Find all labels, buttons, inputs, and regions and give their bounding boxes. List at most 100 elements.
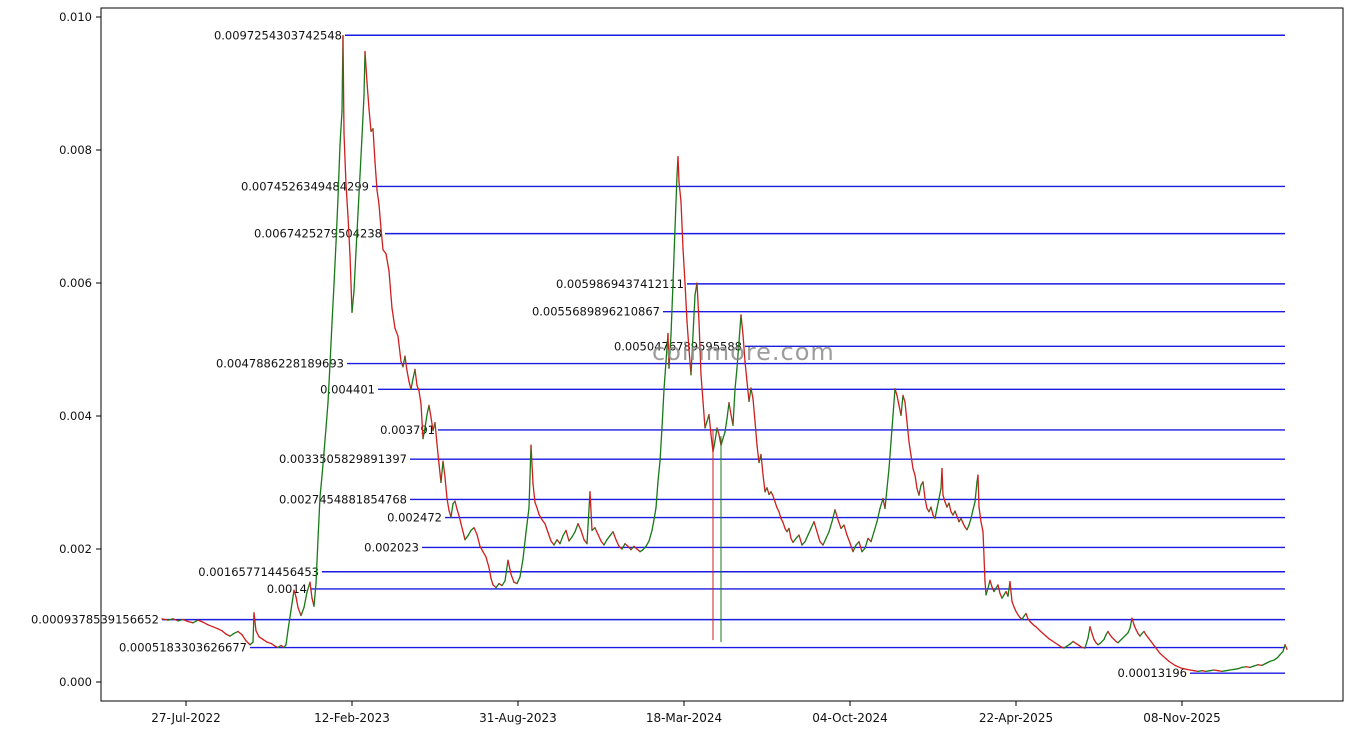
price-segment (488, 566, 492, 579)
price-segment (645, 540, 650, 547)
price-segment (270, 642, 276, 647)
level-label: 0.001657714456453 (198, 565, 319, 579)
price-segment (615, 539, 620, 547)
price-segment (879, 497, 884, 510)
price-segment (801, 541, 806, 546)
price-segment (670, 282, 674, 336)
price-segment (325, 402, 329, 429)
price-segment (464, 535, 469, 541)
price-segment (550, 540, 555, 546)
price-segment (894, 388, 898, 397)
price-segment (924, 497, 928, 510)
price-segment (353, 250, 357, 292)
price-segment (266, 641, 272, 645)
price-segment (989, 579, 993, 588)
price-segment (636, 548, 641, 553)
price-segment (306, 581, 311, 593)
price-segment (876, 507, 881, 523)
price-segment (456, 508, 460, 517)
price-segment (902, 394, 906, 403)
price-segment (450, 503, 454, 518)
price-segment (1087, 626, 1091, 639)
price-segment (172, 618, 179, 622)
price-segment (1225, 669, 1231, 672)
price-segment (293, 589, 297, 598)
price-segment (663, 360, 667, 391)
price-segment (1279, 650, 1284, 656)
price-segment (849, 542, 854, 553)
price-segment (912, 467, 916, 476)
price-segment (504, 559, 509, 582)
price-segment (978, 506, 982, 523)
price-segment (1189, 669, 1195, 672)
price-segment (603, 539, 608, 546)
price-segment (982, 531, 986, 583)
price-segment (918, 484, 922, 496)
price-segment (722, 431, 726, 440)
price-segment (342, 34, 345, 135)
price-segment (726, 402, 730, 420)
price-segment (490, 577, 494, 586)
price-segment (577, 523, 582, 532)
price-segment (938, 487, 942, 500)
price-segment (335, 197, 339, 244)
level-label: 0.0047886228189693 (216, 357, 344, 371)
price-segment (1084, 637, 1089, 649)
price-segment (648, 529, 653, 542)
price-segment (321, 451, 325, 477)
price-segment (837, 519, 842, 530)
price-segment (297, 606, 302, 617)
price-segment (618, 545, 623, 550)
price-segment (385, 253, 390, 272)
price-segment (351, 290, 355, 313)
price-segment (562, 529, 567, 537)
price-segment (492, 584, 497, 589)
price-segment (1253, 664, 1259, 667)
price-segment (462, 531, 466, 541)
price-segment (750, 387, 754, 400)
price-segment (674, 174, 678, 230)
price-segment (661, 388, 665, 429)
price-segment (1129, 617, 1133, 629)
price-segment (388, 270, 393, 309)
price-segment (1213, 669, 1219, 672)
price-segment (910, 454, 914, 470)
price-segment (1276, 654, 1281, 659)
price-segment (828, 521, 833, 533)
price-segment (532, 483, 536, 504)
price-segment (416, 384, 420, 392)
price-segment (714, 427, 718, 442)
price-segment (657, 460, 661, 482)
price-segment (217, 628, 223, 632)
price-segment (430, 416, 434, 432)
price-segment (380, 227, 384, 251)
price-segment (621, 543, 626, 550)
level-label: 0.0059869437412111 (556, 277, 684, 291)
x-tick-label: 18-Mar-2024 (646, 711, 722, 725)
price-segment (556, 539, 561, 545)
price-segment (780, 517, 784, 524)
level-label: 0.0097254303742548 (214, 28, 342, 42)
price-segment (303, 591, 308, 609)
price-segment (368, 108, 372, 133)
price-segment (568, 536, 573, 542)
price-segment (653, 507, 657, 521)
level-label: 0.0005183303626677 (119, 641, 247, 655)
price-segment (1069, 640, 1074, 645)
price-segment (192, 619, 199, 624)
price-segment (708, 414, 712, 436)
price-segment (736, 340, 740, 369)
price-segment (698, 320, 702, 376)
price-segment (972, 501, 976, 511)
price-segment (977, 474, 980, 508)
price-segment (1233, 668, 1239, 671)
y-tick-label: 0.008 (59, 143, 92, 157)
price-segment (485, 556, 490, 569)
price-segment (974, 481, 978, 503)
price-segment (436, 443, 440, 465)
price-segment (766, 487, 770, 496)
price-segment (534, 501, 538, 509)
price-segment (716, 427, 720, 436)
price-segment (528, 444, 532, 509)
